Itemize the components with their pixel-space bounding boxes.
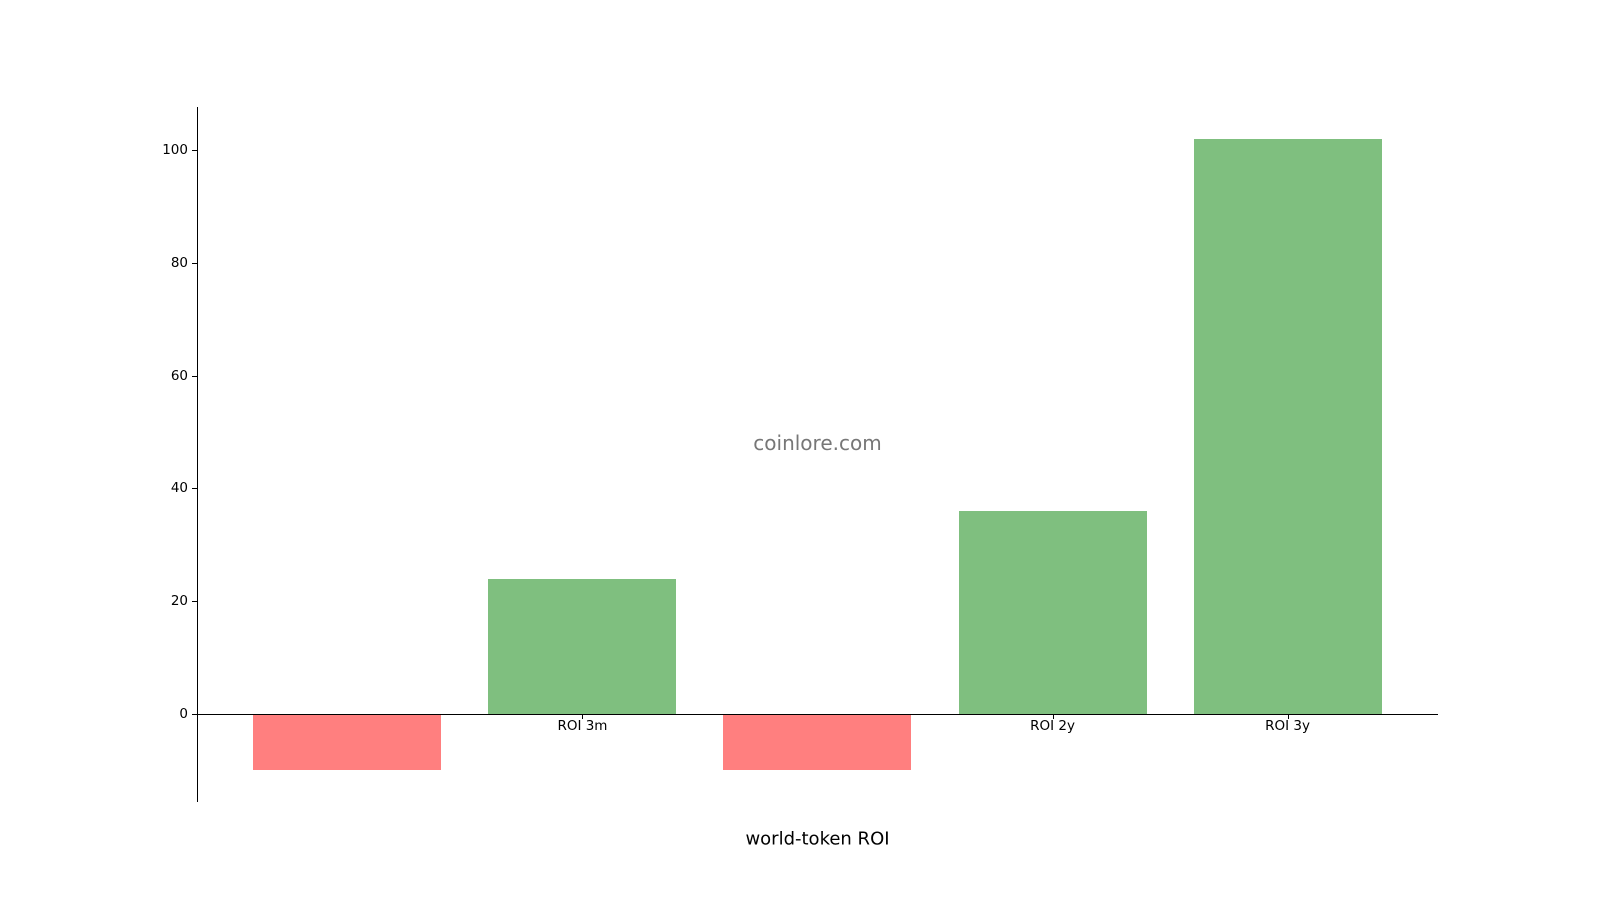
x-axis-tick-label: ROI 2y [1030,717,1075,734]
y-axis-tick-label: 20 [170,593,188,609]
y-axis-tick-label: 100 [162,142,188,158]
y-axis-spine [197,107,198,802]
bar-roi-3y [1194,139,1382,714]
y-axis-tick [192,150,197,151]
y-axis-tick-label: 80 [170,255,188,271]
chart-x-axis-title: world-token ROI [745,828,890,850]
y-axis-tick [192,263,197,264]
x-axis-zero-line [197,714,1438,715]
y-axis-tick [192,601,197,602]
y-axis-tick-label: 40 [170,480,188,496]
x-axis-tick [1288,714,1289,719]
y-axis-tick [192,488,197,489]
bar-negative-2 [723,714,911,770]
x-axis-tick-label: ROI 3m [557,717,608,734]
x-axis-tick [1053,714,1054,719]
bar-roi-3m [488,579,676,714]
watermark-text: coinlore.com [753,431,882,455]
x-axis-tick [582,714,583,719]
y-axis-tick [192,714,197,715]
y-axis-tick [192,376,197,377]
bar-roi-2y [959,511,1147,714]
y-axis-tick-label: 0 [179,706,188,722]
y-axis-tick-label: 60 [170,368,188,384]
x-axis-tick-label: ROI 3y [1265,717,1310,734]
bar-negative-0 [253,714,441,770]
